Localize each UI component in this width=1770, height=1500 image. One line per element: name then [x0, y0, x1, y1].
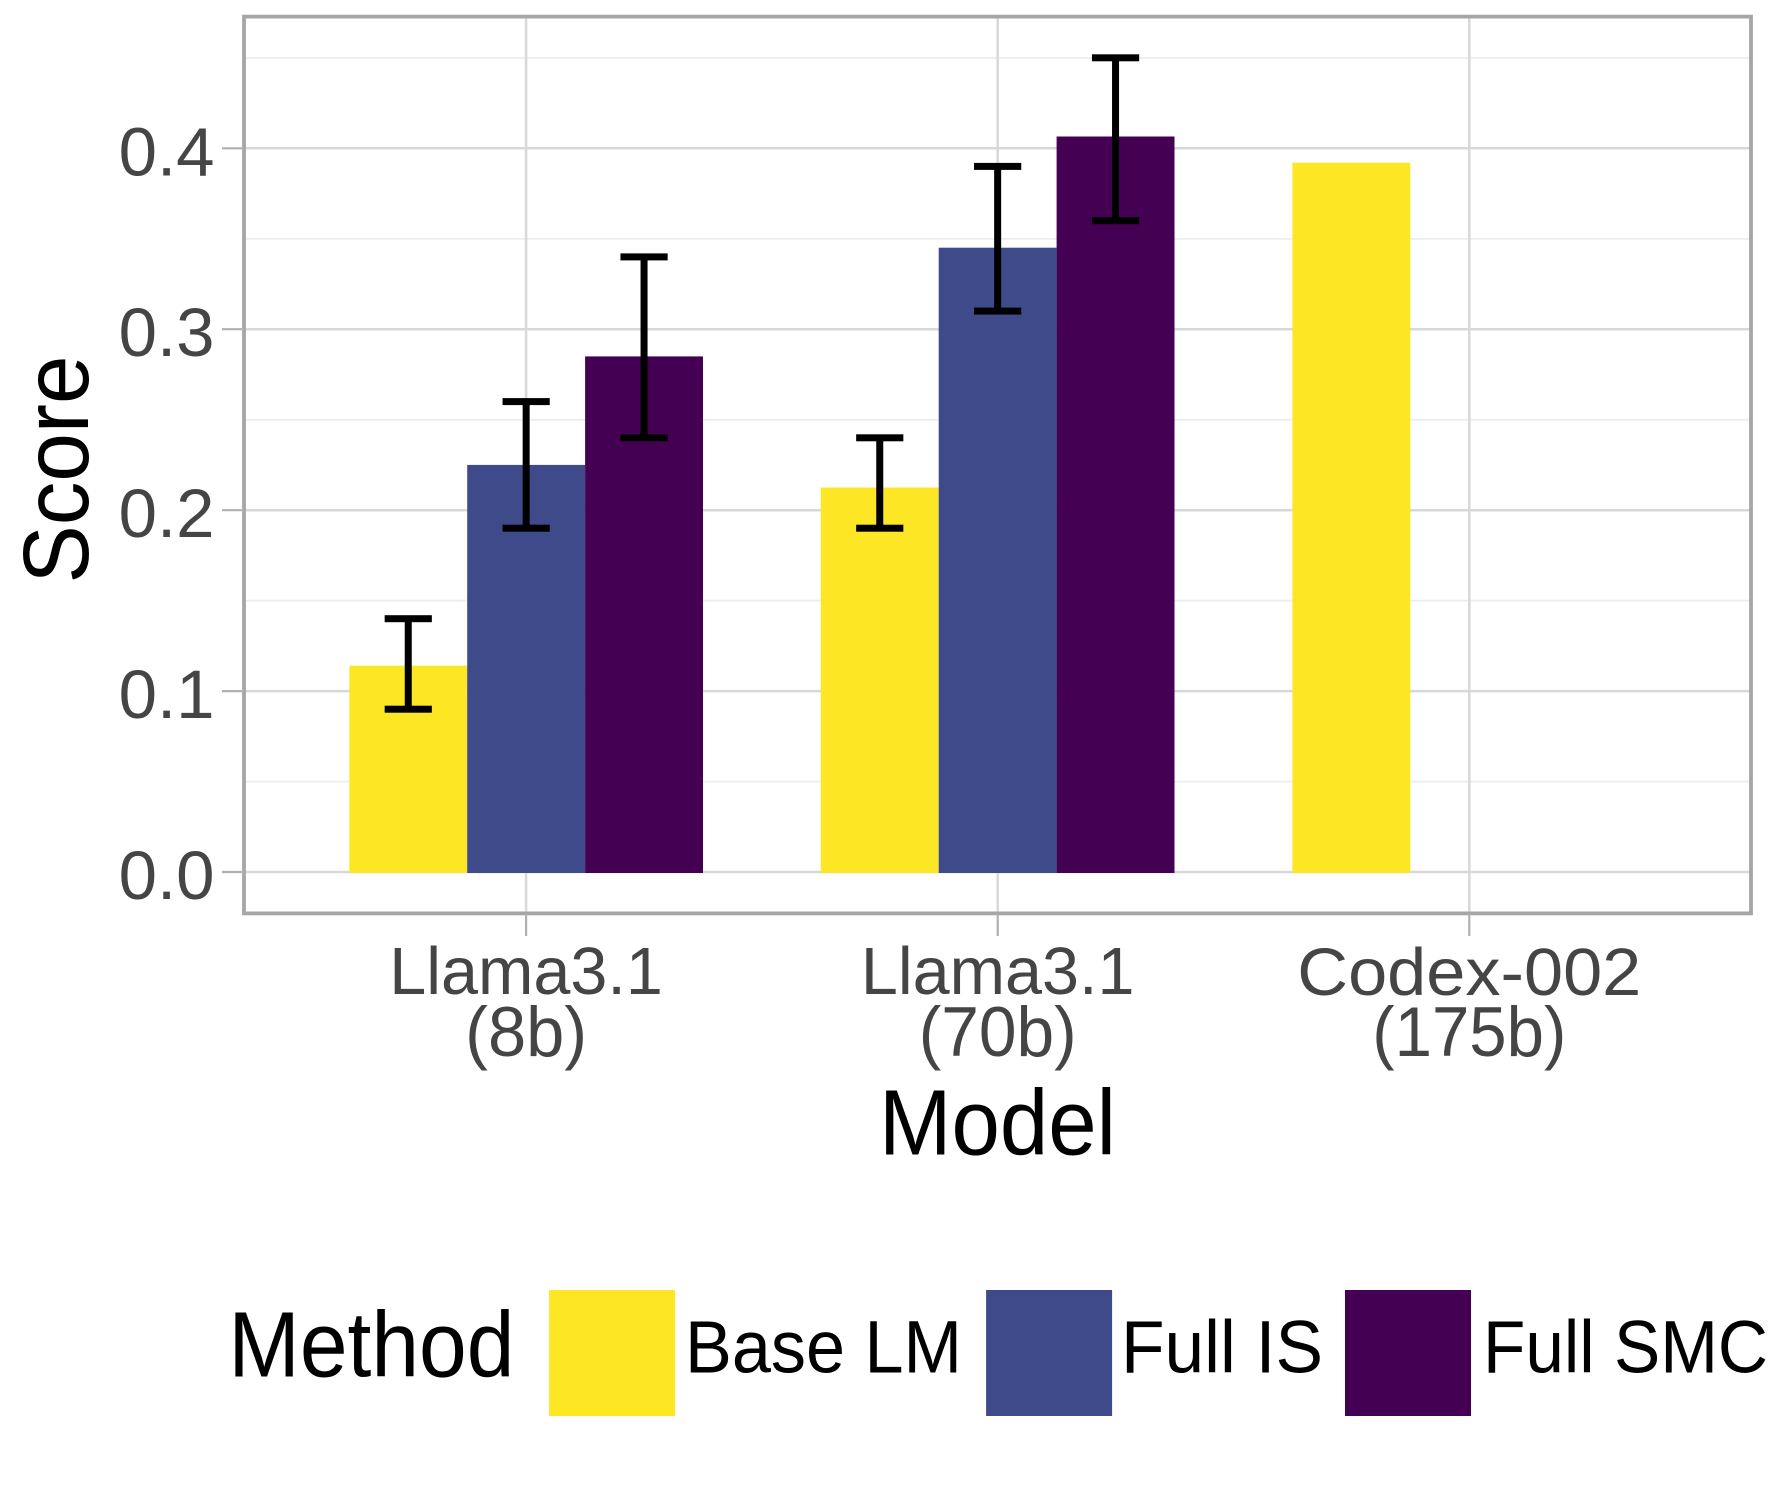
- svg-text:(8b): (8b): [465, 992, 587, 1071]
- svg-text:Codex-002: Codex-002: [1297, 936, 1641, 1010]
- svg-text:Method: Method: [228, 1292, 514, 1396]
- svg-text:Llama3.1: Llama3.1: [861, 935, 1135, 1009]
- svg-text:0.4: 0.4: [119, 113, 215, 190]
- svg-text:Model: Model: [879, 1071, 1116, 1175]
- svg-text:Full IS: Full IS: [1121, 1305, 1323, 1388]
- svg-text:Score: Score: [4, 356, 108, 584]
- svg-text:0.3: 0.3: [119, 294, 215, 371]
- svg-text:Full SMC: Full SMC: [1483, 1305, 1768, 1388]
- svg-text:Base LM: Base LM: [685, 1305, 962, 1388]
- svg-text:Llama3.1: Llama3.1: [389, 935, 663, 1009]
- svg-text:(175b): (175b): [1372, 992, 1566, 1071]
- svg-text:(70b): (70b): [919, 992, 1077, 1071]
- svg-text:0.2: 0.2: [119, 475, 215, 552]
- svg-text:0.0: 0.0: [119, 837, 215, 914]
- svg-text:0.1: 0.1: [119, 656, 215, 733]
